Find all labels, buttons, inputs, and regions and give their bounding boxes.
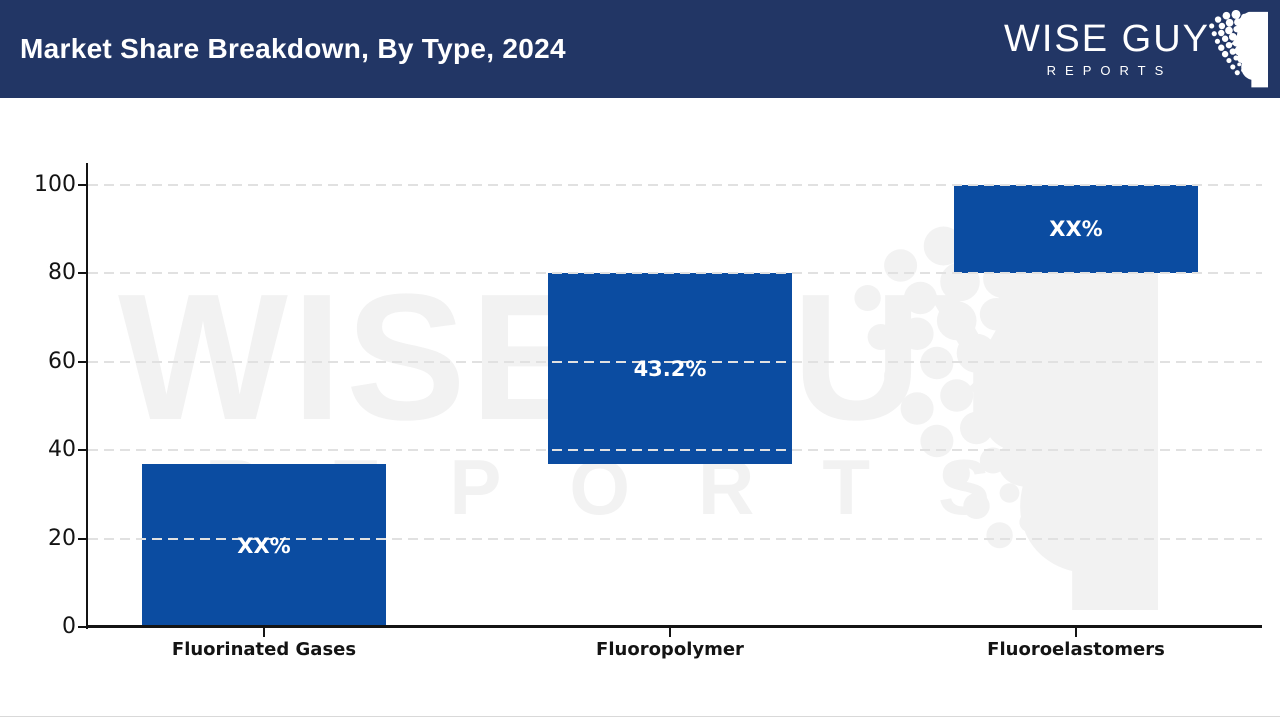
bar-value-label: 43.2% [633,356,707,381]
y-tick-mark [78,272,87,275]
header: Market Share Breakdown, By Type, 2024 WI… [0,0,1280,98]
y-tick-mark [78,449,87,452]
x-tick-mark [263,628,265,637]
category-label: Fluorinated Gases [171,639,357,660]
watermark-face-icon [854,220,1158,610]
x-tick-mark [669,628,671,637]
y-tick-mark [78,184,87,186]
y-tick-label: 40 [48,437,76,463]
gridline [88,272,1262,275]
y-tick-label: 20 [48,525,76,551]
page-title: Market Share Breakdown, By Type, 2024 [20,33,566,64]
bar-value-label: XX% [1049,217,1103,242]
y-tick-mark [78,360,87,363]
gridline [88,360,1262,363]
y-tick-label: 0 [62,614,76,639]
brand-face-icon [1209,10,1268,88]
bar [548,273,792,465]
y-tick-label: 80 [48,260,76,286]
y-tick-mark [78,537,87,540]
brand-subtitle: REPORTS [1046,63,1173,78]
category-label: Fluoroelastomers [987,639,1165,660]
bar-value-label: XX% [237,533,291,558]
y-axis-line [86,163,88,629]
y-tick-label: 100 [34,172,76,197]
x-axis-line [86,625,1262,628]
bar [954,185,1198,274]
brand-text: WISE GUY REPORTS [1004,20,1210,78]
bottom-border [0,716,1280,717]
x-tick-mark [1075,628,1077,637]
gridline [88,537,1262,540]
brand-logo: WISE GUY REPORTS [1004,10,1268,88]
category-label: Fluoropolymer [596,639,744,660]
y-tick-label: 60 [48,348,76,374]
gridline [88,449,1262,452]
bar [142,464,386,627]
brand-name: WISE GUY [1003,18,1210,60]
gridline [88,184,1262,186]
y-tick-mark [78,626,87,628]
